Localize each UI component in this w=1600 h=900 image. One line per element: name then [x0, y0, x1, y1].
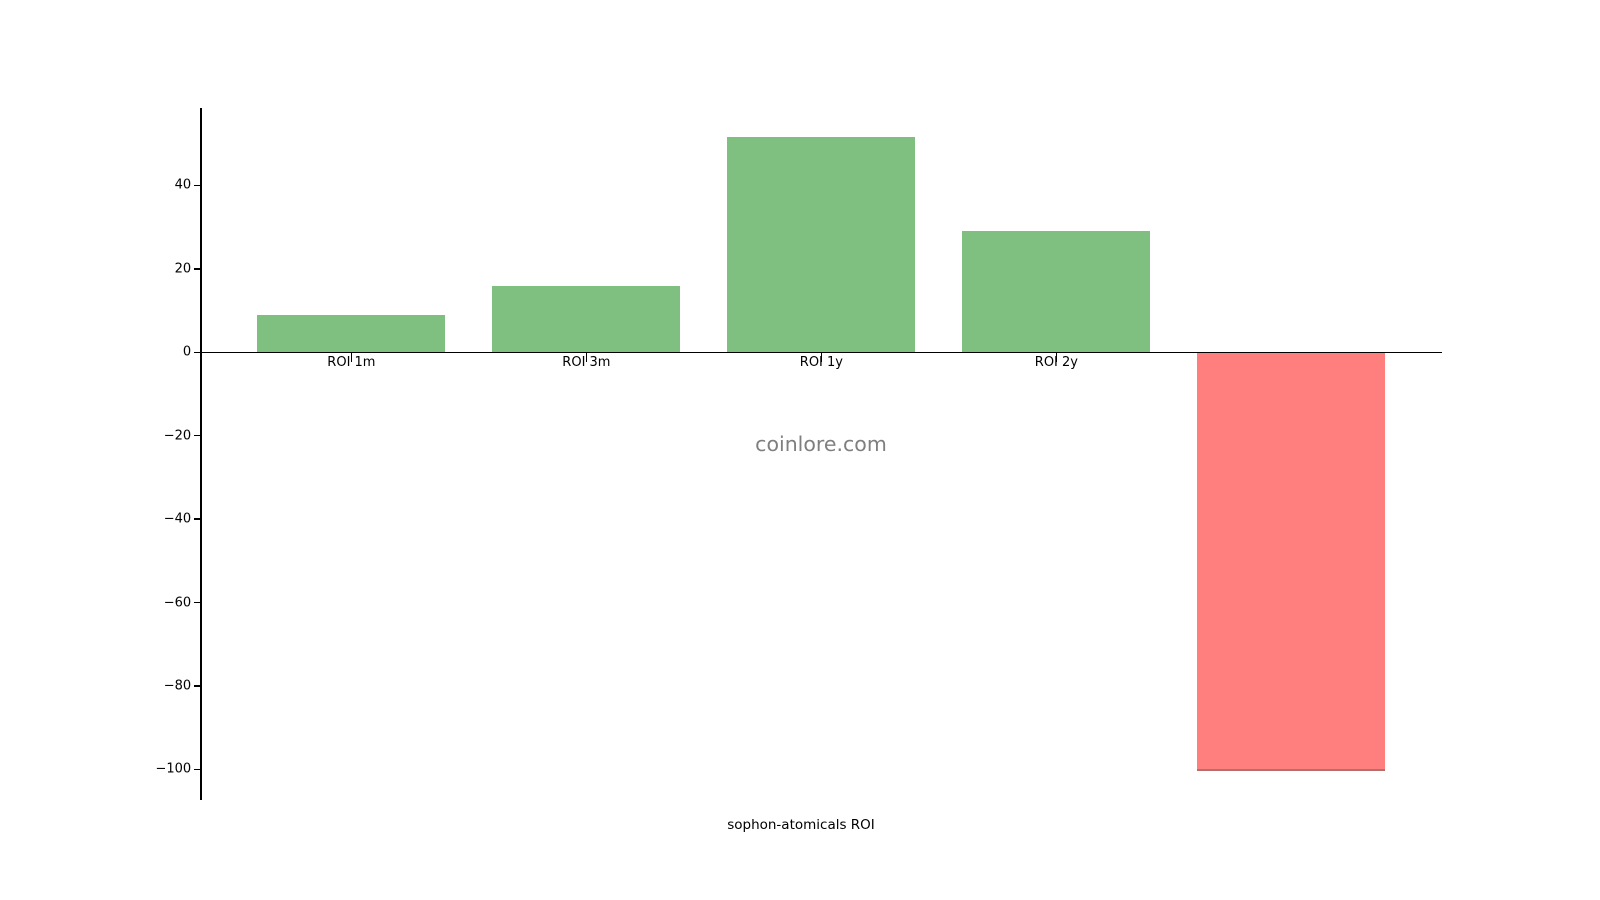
y-tick-label: 0	[182, 344, 192, 360]
y-tick-label: −20	[163, 428, 192, 444]
y-tick-label: −60	[163, 595, 192, 611]
bar-neg-5	[1197, 352, 1386, 772]
y-tick-label: −40	[163, 511, 192, 527]
bar-roi-3m	[492, 285, 681, 353]
x-tick-label: ROI 1y	[799, 354, 843, 370]
y-tick	[194, 685, 201, 687]
y-tick	[194, 435, 201, 437]
y-tick-label: 40	[174, 177, 192, 193]
bar-roi-2y	[962, 231, 1151, 353]
x-tick-label: ROI 1m	[327, 354, 376, 370]
y-tick	[194, 601, 201, 604]
x-tick	[820, 352, 823, 362]
x-tick-label: ROI 3m	[562, 354, 611, 370]
y-tick-label: −80	[163, 678, 192, 694]
chart-title: sophon-atomicals ROI	[727, 817, 875, 833]
y-tick	[194, 768, 201, 771]
y-tick-label: −100	[155, 761, 192, 777]
x-tick	[585, 352, 588, 362]
y-tick-label: 20	[174, 261, 192, 277]
bar-roi-1y	[727, 136, 916, 353]
y-tick	[194, 184, 201, 187]
y-tick	[194, 518, 201, 520]
x-tick-label: ROI 2y	[1034, 354, 1078, 370]
y-tick	[194, 351, 201, 353]
bar-roi-1m	[257, 314, 446, 353]
x-tick	[1055, 352, 1058, 362]
watermark: coinlore.com	[755, 432, 887, 456]
x-axis-line	[200, 351, 1442, 354]
x-tick	[350, 352, 353, 362]
y-tick	[194, 268, 201, 270]
y-axis-line	[200, 108, 202, 800]
